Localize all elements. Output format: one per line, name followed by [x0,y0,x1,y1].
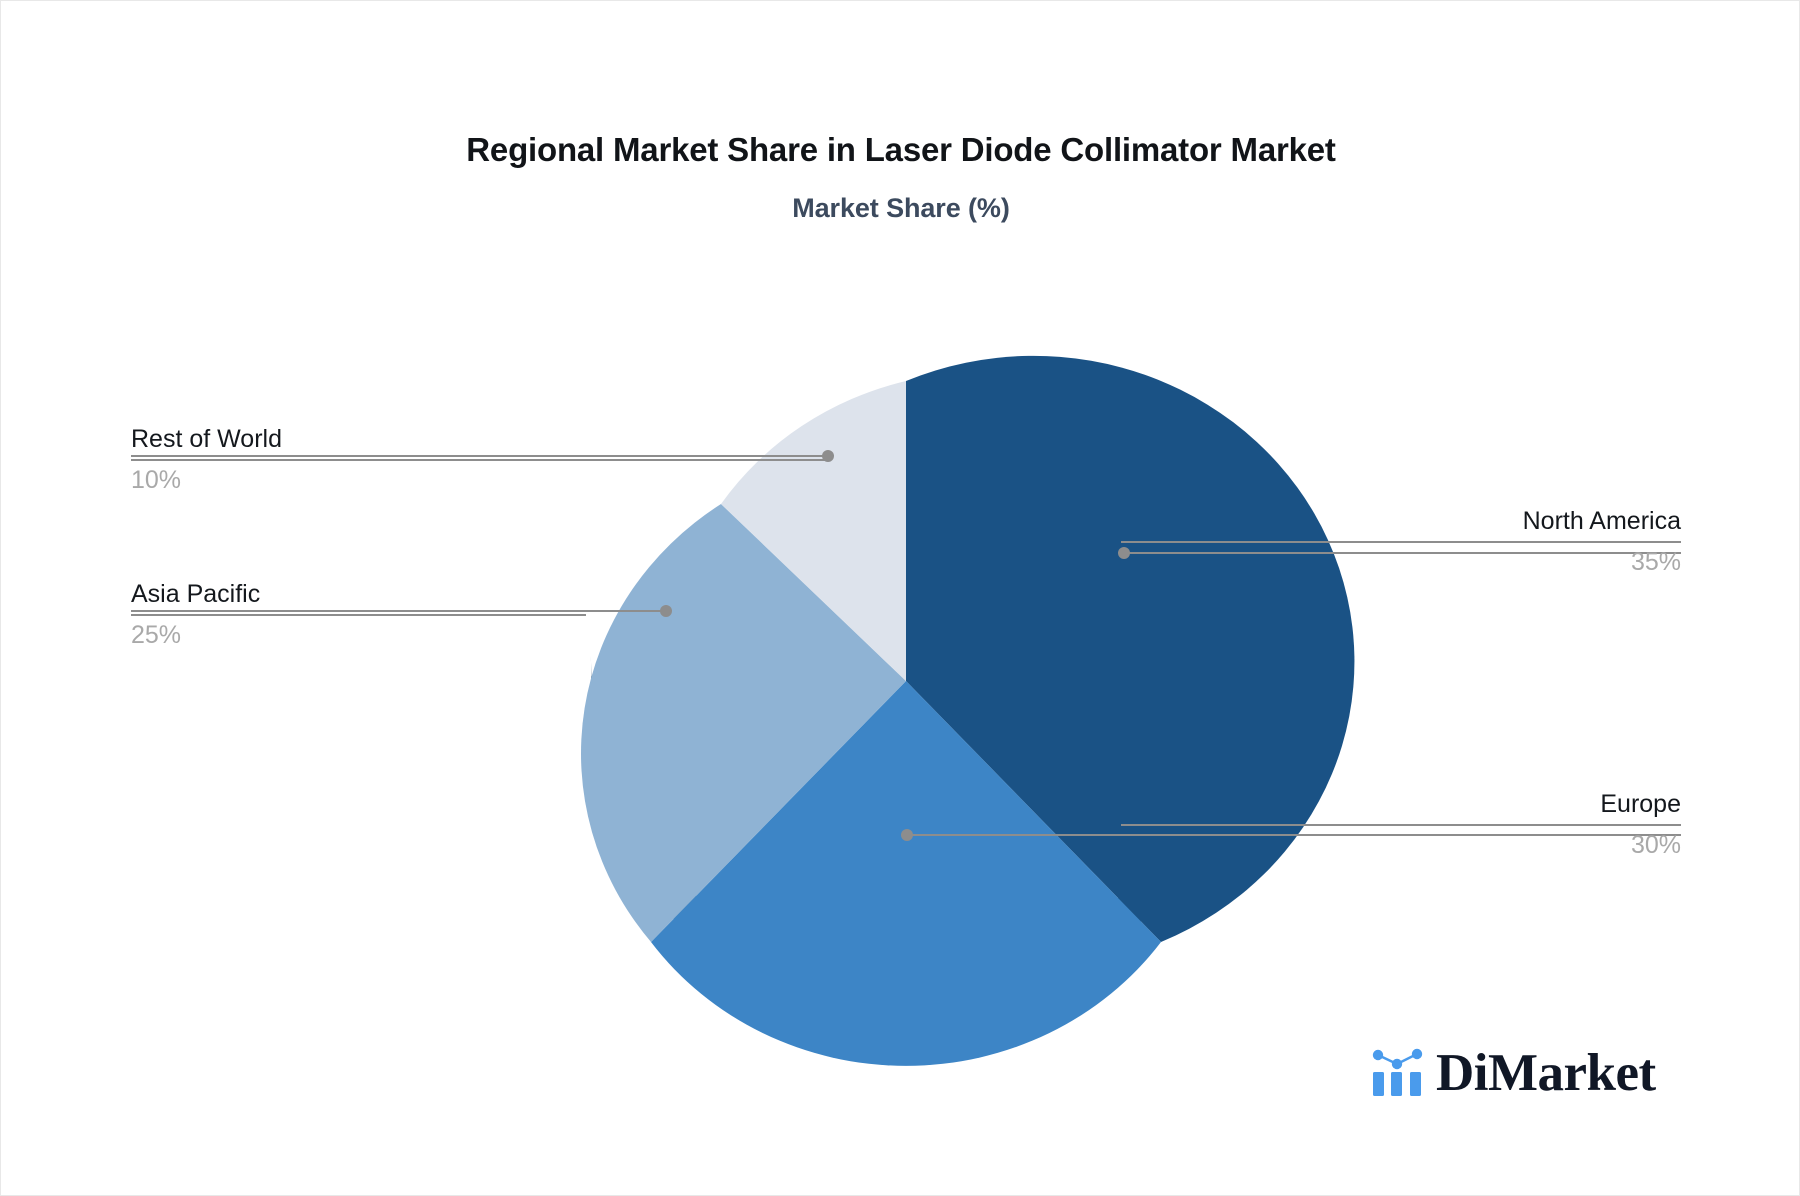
page-title: Regional Market Share in Laser Diode Col… [466,131,1336,168]
callout-rule-rest-of-world [131,459,831,461]
chart-subtitle: Market Share (%) [792,193,1010,223]
callout-north-america[interactable]: North America 35% [1121,504,1681,579]
pie-slice-north-america[interactable] [906,355,1355,942]
callout-rest-of-world[interactable]: Rest of World 10% [131,422,831,497]
callout-label-europe: Europe [1600,790,1681,818]
callout-value-rest-of-world: 10% [131,466,182,494]
callout-value-north-america: 35% [1630,548,1681,576]
callout-value-asia-pacific: 25% [131,621,182,649]
callout-europe[interactable]: Europe 30% [1121,787,1681,862]
callout-label-north-america: North America [1522,507,1681,535]
leader-dot-north-america [1118,547,1130,559]
callout-label-rest-of-world: Rest of World [131,425,282,453]
callout-asia-pacific[interactable]: Asia Pacific 25% [131,577,586,652]
pie-slice-europe[interactable] [651,681,1161,1066]
dimarket-bar-chart-icon [1372,1048,1423,1096]
callout-rule-asia-pacific [131,614,586,616]
callout-rule-north-america [1121,541,1681,543]
leader-dot-asia-pacific [660,605,672,617]
callout-label-asia-pacific: Asia Pacific [131,580,261,608]
callout-value-europe: 30% [1630,831,1681,859]
dimarket-logo: DiMarket [1369,1045,1656,1101]
leader-dot-europe [901,829,913,841]
callout-rule-europe [1121,824,1681,826]
dimarket-wordmark: DiMarket [1436,1044,1656,1102]
